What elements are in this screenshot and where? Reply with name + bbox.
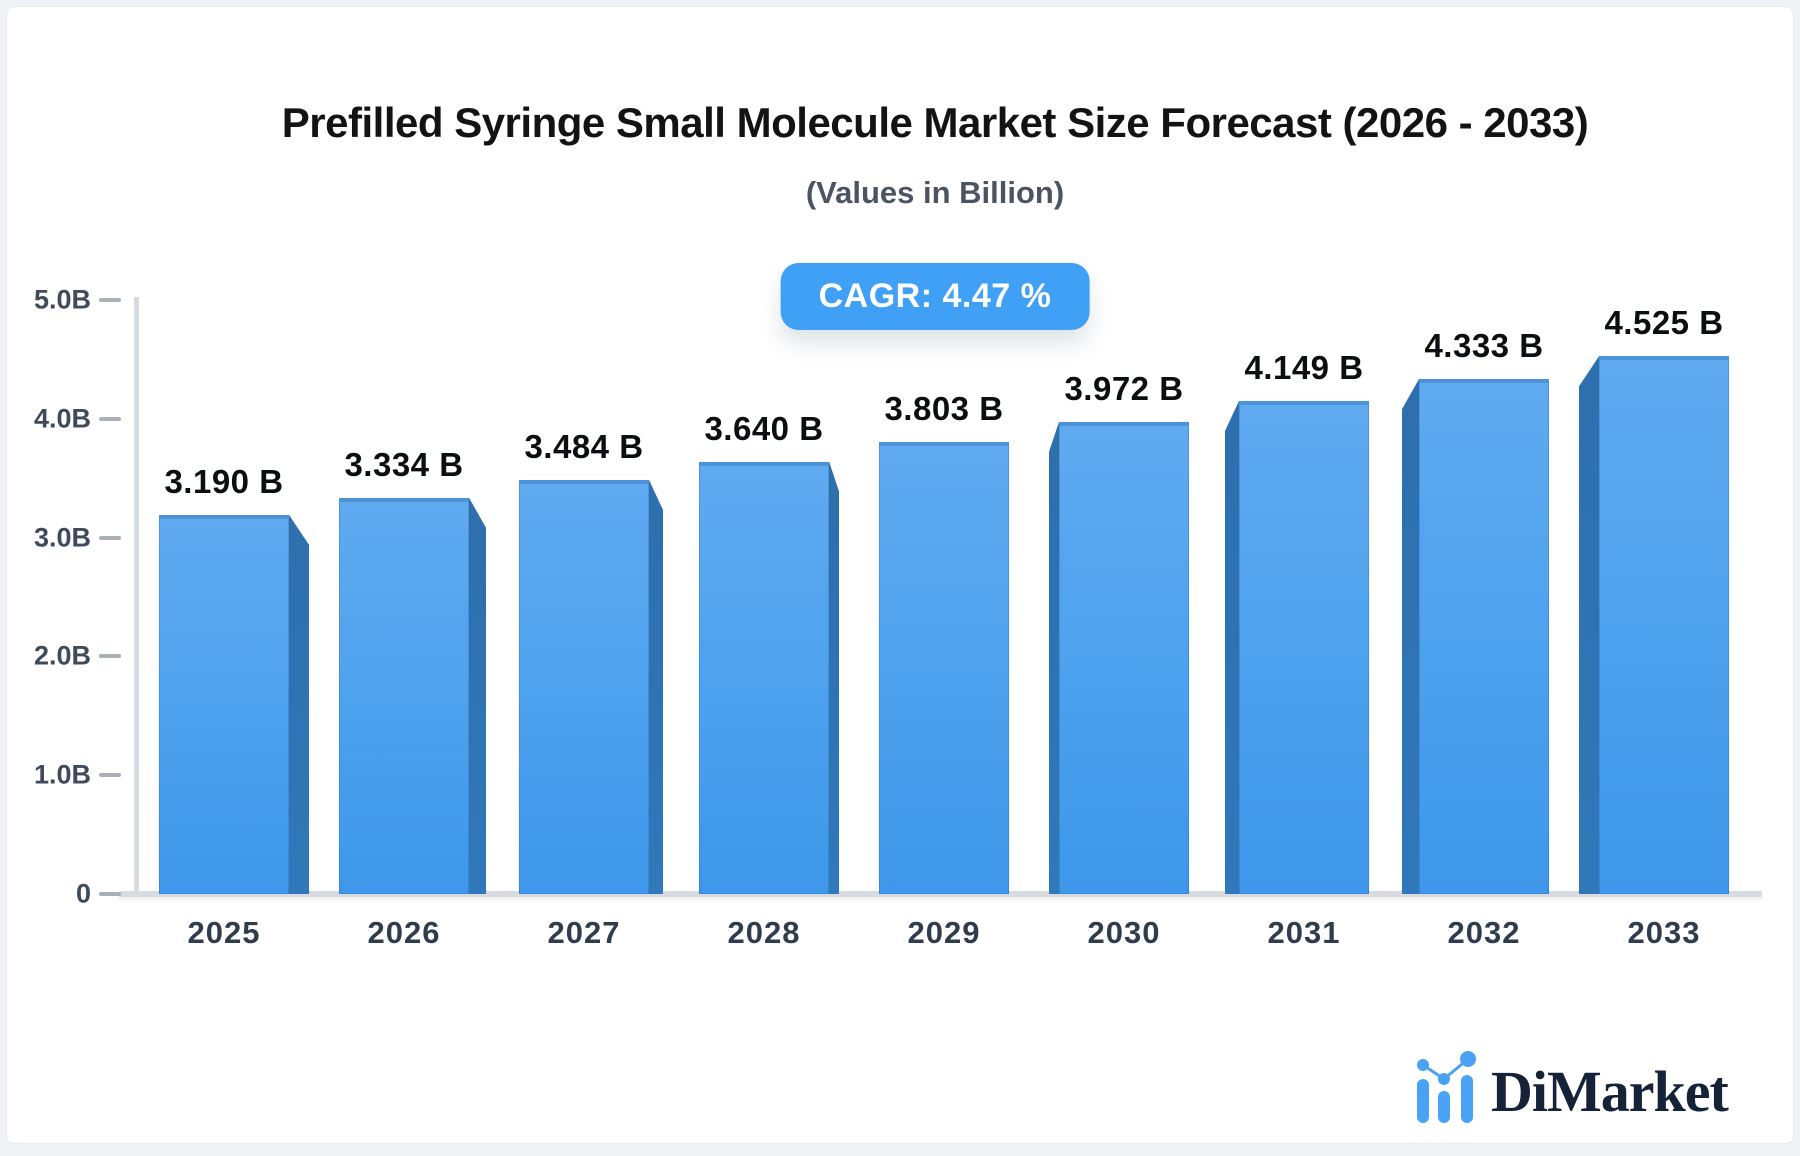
bar-2031[interactable] — [1239, 401, 1369, 894]
bar-value-label: 3.484 B — [524, 428, 644, 466]
y-axis-line — [134, 297, 139, 894]
x-label-2029: 2029 — [907, 915, 981, 950]
bar-value-label: 3.803 B — [884, 390, 1004, 428]
chart-subtitle: (Values in Billion) — [805, 175, 1065, 210]
bar-3d-side — [1049, 422, 1059, 894]
bar-3d-side — [1225, 401, 1239, 894]
bar-2025[interactable] — [159, 515, 289, 894]
bar-value-label: 3.334 B — [344, 445, 464, 483]
bar-3d-side — [469, 497, 486, 894]
x-label-2032: 2032 — [1447, 915, 1521, 950]
y-tick-dash — [99, 535, 121, 540]
x-label-2033: 2033 — [1627, 915, 1701, 950]
y-tick-dash — [99, 298, 121, 302]
bar-2028[interactable] — [699, 461, 829, 894]
bar-2029[interactable] — [879, 442, 1009, 894]
cagr-badge: CAGR: 4.47 % — [780, 263, 1090, 330]
y-tick-label: 3.0B — [33, 522, 91, 553]
x-label-2028: 2028 — [727, 915, 801, 950]
x-label-2025: 2025 — [187, 915, 261, 950]
x-label-2027: 2027 — [547, 915, 621, 950]
bar-2027[interactable] — [519, 480, 649, 894]
bar-2032[interactable] — [1419, 379, 1549, 894]
y-tick-label: 5.0B — [33, 284, 91, 315]
y-tick-dash — [99, 654, 121, 659]
y-tick-label: 2.0B — [33, 640, 91, 671]
bar-value-label: 3.972 B — [1064, 370, 1184, 408]
chart-card: Prefilled Syringe Small Molecule Market … — [6, 6, 1794, 1144]
chart-title: Prefilled Syringe Small Molecule Market … — [281, 99, 1589, 146]
bar-value-label: 4.149 B — [1244, 349, 1364, 387]
bar-value-label: 4.525 B — [1604, 304, 1724, 342]
x-axis-baseline — [119, 891, 1762, 897]
y-tick-dash — [99, 892, 121, 896]
y-tick-label: 0 — [75, 878, 91, 909]
y-tick-label: 1.0B — [33, 759, 91, 790]
bar-chart-logo-icon — [1417, 1051, 1476, 1123]
x-label-2026: 2026 — [367, 915, 441, 950]
bar-value-label: 3.640 B — [704, 409, 824, 447]
bar-3d-side — [289, 515, 309, 894]
bar-value-label: 4.333 B — [1424, 327, 1544, 365]
y-tick-label: 4.0B — [33, 403, 91, 434]
logo-wordmark: DiMarket — [1491, 1059, 1729, 1124]
x-label-2031: 2031 — [1267, 915, 1341, 950]
bar-2033[interactable] — [1599, 356, 1729, 894]
y-tick-dash — [99, 416, 121, 421]
bar-3d-side — [649, 480, 663, 894]
bar-3d-side — [829, 461, 839, 894]
dimarket-logo: DiMarket — [1411, 1047, 1729, 1125]
bar-2026[interactable] — [339, 497, 469, 894]
bar-value-label: 3.190 B — [164, 463, 284, 501]
bar-3d-side — [1402, 379, 1419, 894]
bar-2030[interactable] — [1059, 422, 1189, 894]
y-tick-dash — [99, 773, 121, 778]
bar-3d-side — [1579, 356, 1599, 894]
x-label-2030: 2030 — [1087, 915, 1161, 950]
